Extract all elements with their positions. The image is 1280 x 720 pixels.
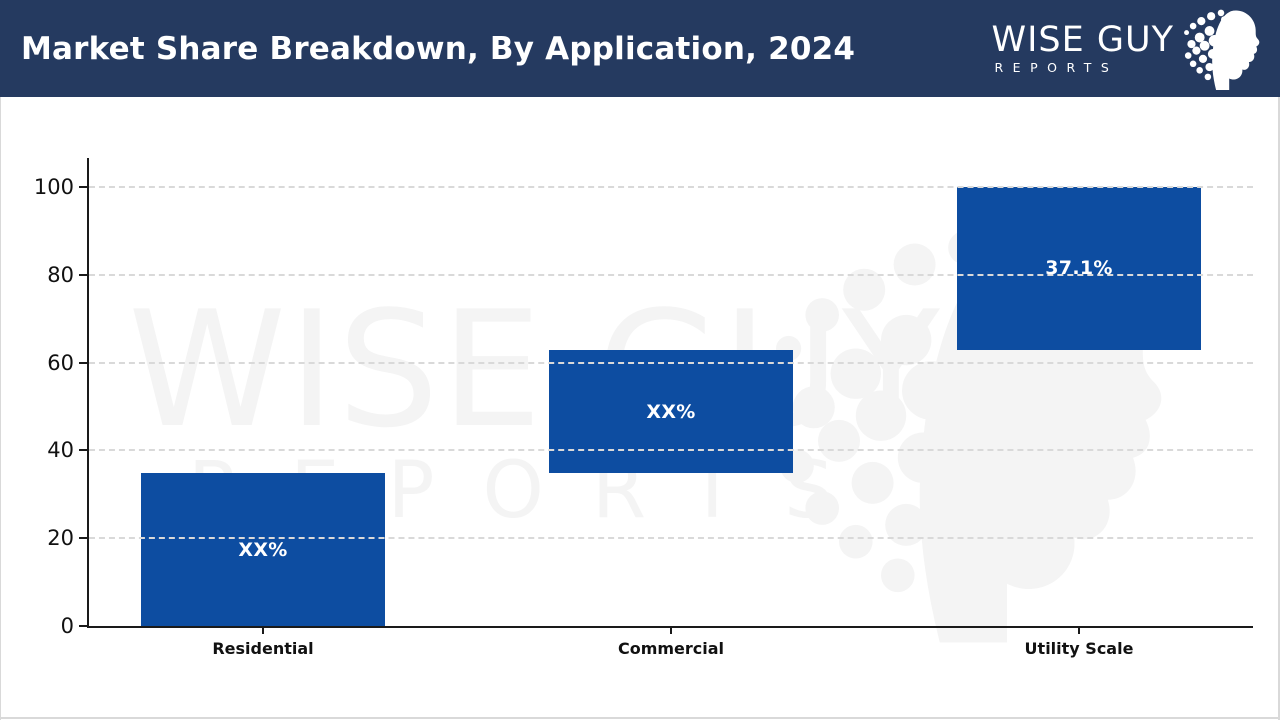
bar-label-box-utility-scale: 37.1% xyxy=(957,187,1201,350)
bar-value-label: 37.1% xyxy=(1045,257,1113,280)
brand-subtitle: REPORTS xyxy=(994,59,1119,75)
bar-value-label: XX% xyxy=(646,400,696,423)
gridline xyxy=(89,537,1253,540)
y-tick-label: 0 xyxy=(60,614,74,638)
gridline xyxy=(89,361,1253,364)
bar-residential xyxy=(141,473,385,626)
x-category-label: Utility Scale xyxy=(1024,639,1134,658)
bottom-border-line xyxy=(0,717,1280,719)
gridline xyxy=(89,449,1253,452)
y-tick-label: 40 xyxy=(47,438,74,463)
y-tick-label: 80 xyxy=(47,262,74,287)
header-bar: Market Share Breakdown, By Application, … xyxy=(0,0,1280,97)
y-axis-line xyxy=(87,158,89,628)
y-tick-label: 60 xyxy=(47,350,74,375)
wiseguy-face-icon xyxy=(1184,9,1260,90)
x-tick-mark xyxy=(670,628,672,634)
y-tick-mark xyxy=(79,273,87,276)
page-title: Market Share Breakdown, By Application, … xyxy=(21,30,856,67)
y-tick-mark xyxy=(79,537,87,540)
bar-value-label: XX% xyxy=(238,538,288,561)
y-tick-label: 20 xyxy=(47,526,74,551)
brand-logo: WISE GUY REPORTS xyxy=(991,0,1262,97)
brand-name: WISE GUY xyxy=(991,19,1174,60)
right-border-line xyxy=(1278,97,1280,720)
y-tick-mark xyxy=(79,361,87,364)
x-axis-line xyxy=(87,626,1253,628)
watermark-text-wiseguy: WISE GUY xyxy=(128,276,942,463)
x-category-label: Residential xyxy=(212,639,314,658)
brand-text: WISE GUY REPORTS xyxy=(991,19,1174,75)
x-tick-mark xyxy=(1078,628,1080,634)
y-tick-label: 100 xyxy=(33,175,74,199)
y-tick-mark xyxy=(79,449,87,452)
left-border-line xyxy=(0,97,1,720)
bar-commercial xyxy=(549,349,793,474)
gridline xyxy=(89,186,1253,188)
y-tick-mark xyxy=(79,186,87,188)
gridline xyxy=(89,273,1253,276)
y-tick-mark xyxy=(79,625,87,627)
x-category-label: Commercial xyxy=(617,639,725,658)
bar-label-box-residential: XX% xyxy=(141,473,385,626)
bar-label-box-commercial: XX% xyxy=(549,350,793,473)
x-tick-mark xyxy=(262,628,264,634)
